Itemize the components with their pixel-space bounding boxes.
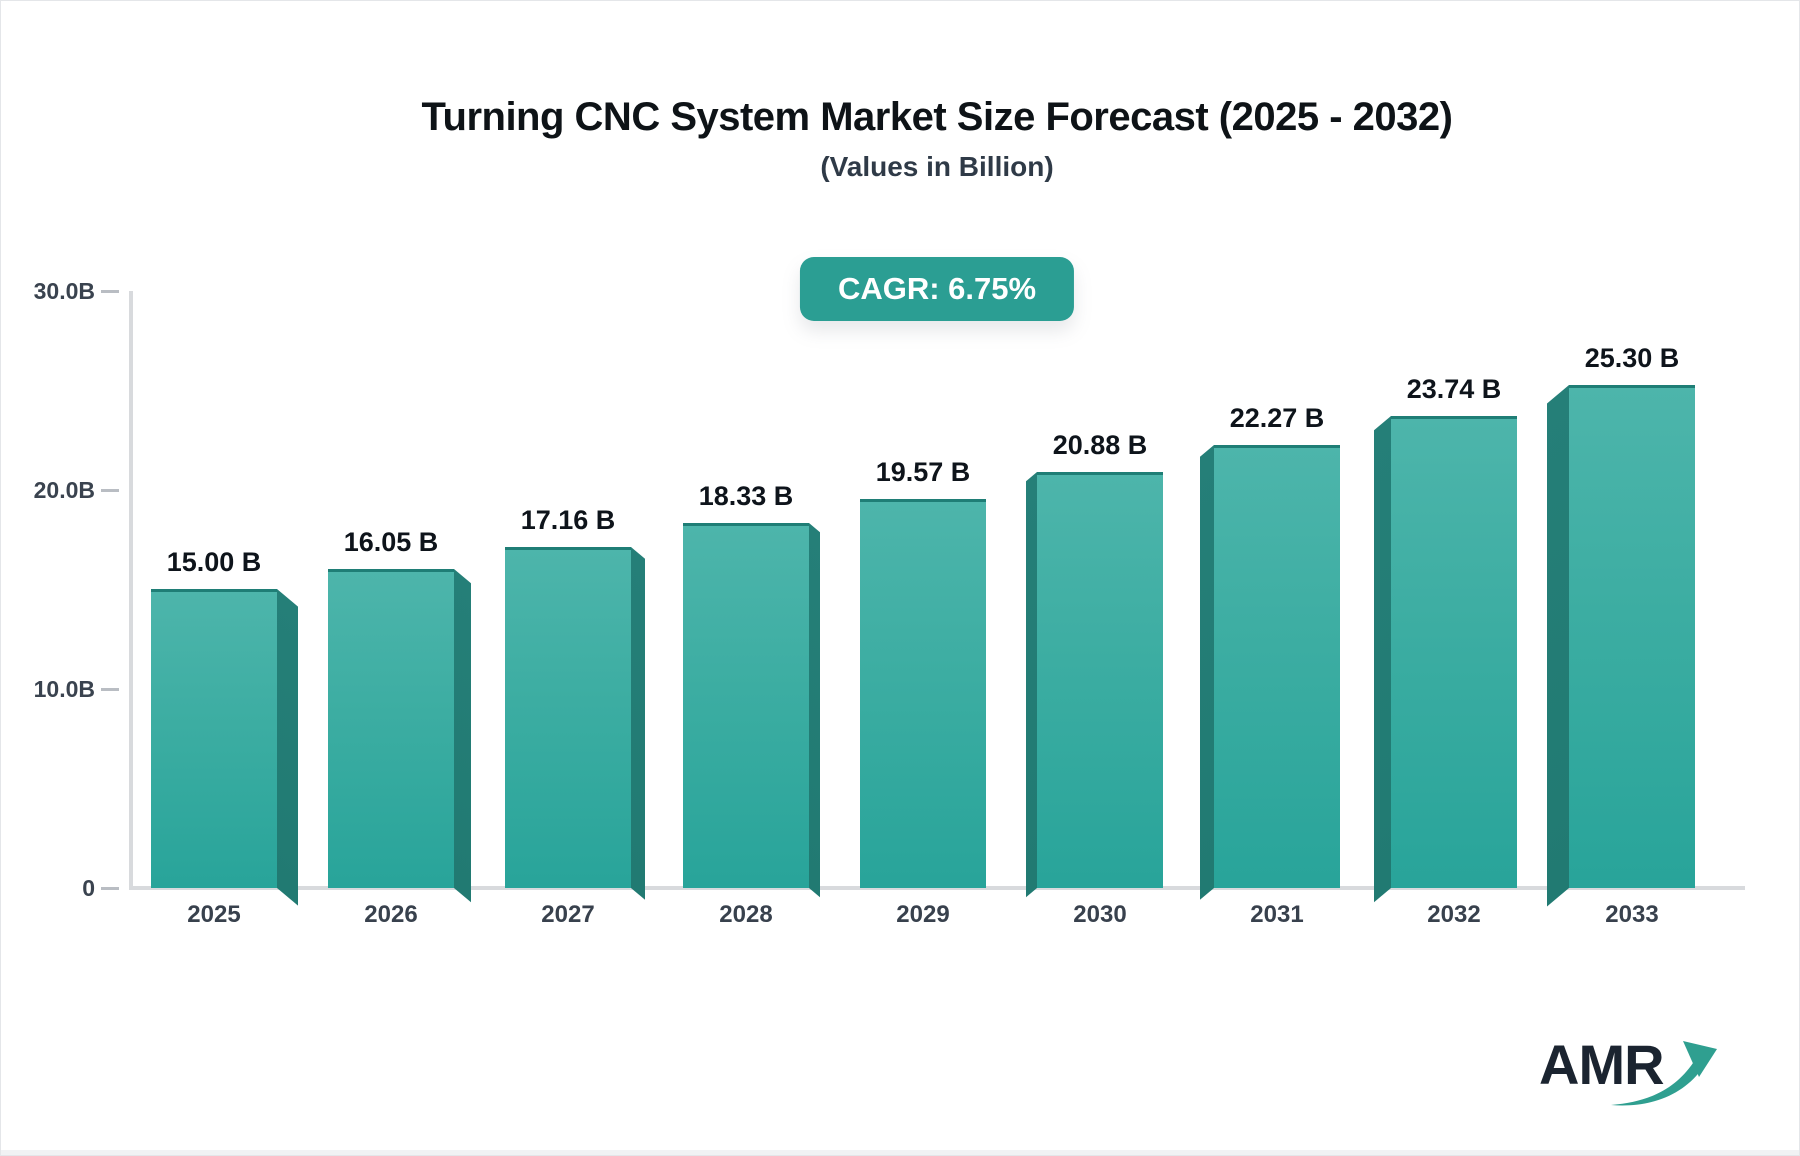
bar-2029 [860, 499, 986, 888]
y-tick-label: 0 [82, 875, 95, 901]
bar-3d-side-face [277, 589, 298, 906]
bar-value-label: 20.88 B [1052, 430, 1148, 460]
x-axis-label-2032: 2032 [1427, 901, 1481, 928]
bar-2026 [328, 569, 454, 888]
bar-3d-side-face [631, 547, 645, 900]
bar-value-label: 25.30 B [1584, 343, 1680, 373]
bar-value-label: 15.00 B [166, 547, 262, 577]
x-axis-label-2031: 2031 [1250, 901, 1304, 928]
bottom-border-strip [1, 1150, 1799, 1155]
bar-2033 [1569, 385, 1695, 888]
y-tick-mark [101, 290, 119, 293]
bar-value-label: 18.33 B [698, 481, 794, 511]
x-axis-label-2025: 2025 [187, 901, 241, 928]
x-axis-label-2029: 2029 [896, 901, 950, 928]
bar-3d-side-face [454, 569, 471, 903]
bar-3d-side-face [809, 523, 820, 898]
y-tick-label: 20.0B [33, 477, 95, 503]
y-tick-mark [101, 688, 119, 691]
bar-value-label: 19.57 B [875, 457, 971, 487]
x-axis-label-2028: 2028 [719, 901, 773, 928]
bar-2028 [683, 523, 809, 888]
chart-subtitle: (Values in Billion) [820, 151, 1054, 182]
cagr-badge: CAGR: 6.75% [799, 257, 1075, 321]
y-tick-label: 30.0B [33, 278, 95, 304]
chart-title: Turning CNC System Market Size Forecast … [421, 95, 1453, 139]
bar-2032 [1391, 416, 1517, 888]
bar-value-label: 16.05 B [343, 527, 439, 557]
bar-value-label: 23.74 B [1406, 374, 1502, 404]
trend-up-arrow-icon [1611, 1041, 1717, 1106]
bar-3d-side-face [1374, 416, 1391, 903]
amr-logo: AMR [1539, 1035, 1729, 1115]
x-axis-label-2027: 2027 [541, 901, 595, 928]
x-axis-label-2026: 2026 [364, 901, 418, 928]
bar-3d-side-face [1547, 385, 1569, 907]
bar-2027 [505, 547, 631, 888]
bar-2030 [1037, 472, 1163, 888]
amr-logo-text: AMR [1539, 1033, 1665, 1096]
bar-3d-side-face [1200, 445, 1214, 900]
y-axis-line [129, 291, 133, 888]
x-axis-line [129, 886, 1745, 890]
y-tick-mark [101, 489, 119, 492]
bar-value-label: 22.27 B [1229, 403, 1325, 433]
bar-2025 [151, 589, 277, 888]
bar-value-label: 17.16 B [520, 505, 616, 535]
x-axis-label-2030: 2030 [1073, 901, 1127, 928]
x-axis-label-2033: 2033 [1605, 901, 1659, 928]
bar-3d-side-face [1026, 472, 1037, 898]
y-tick-label: 10.0B [33, 676, 95, 702]
bar-2031 [1214, 445, 1340, 888]
y-tick-mark [101, 887, 119, 890]
